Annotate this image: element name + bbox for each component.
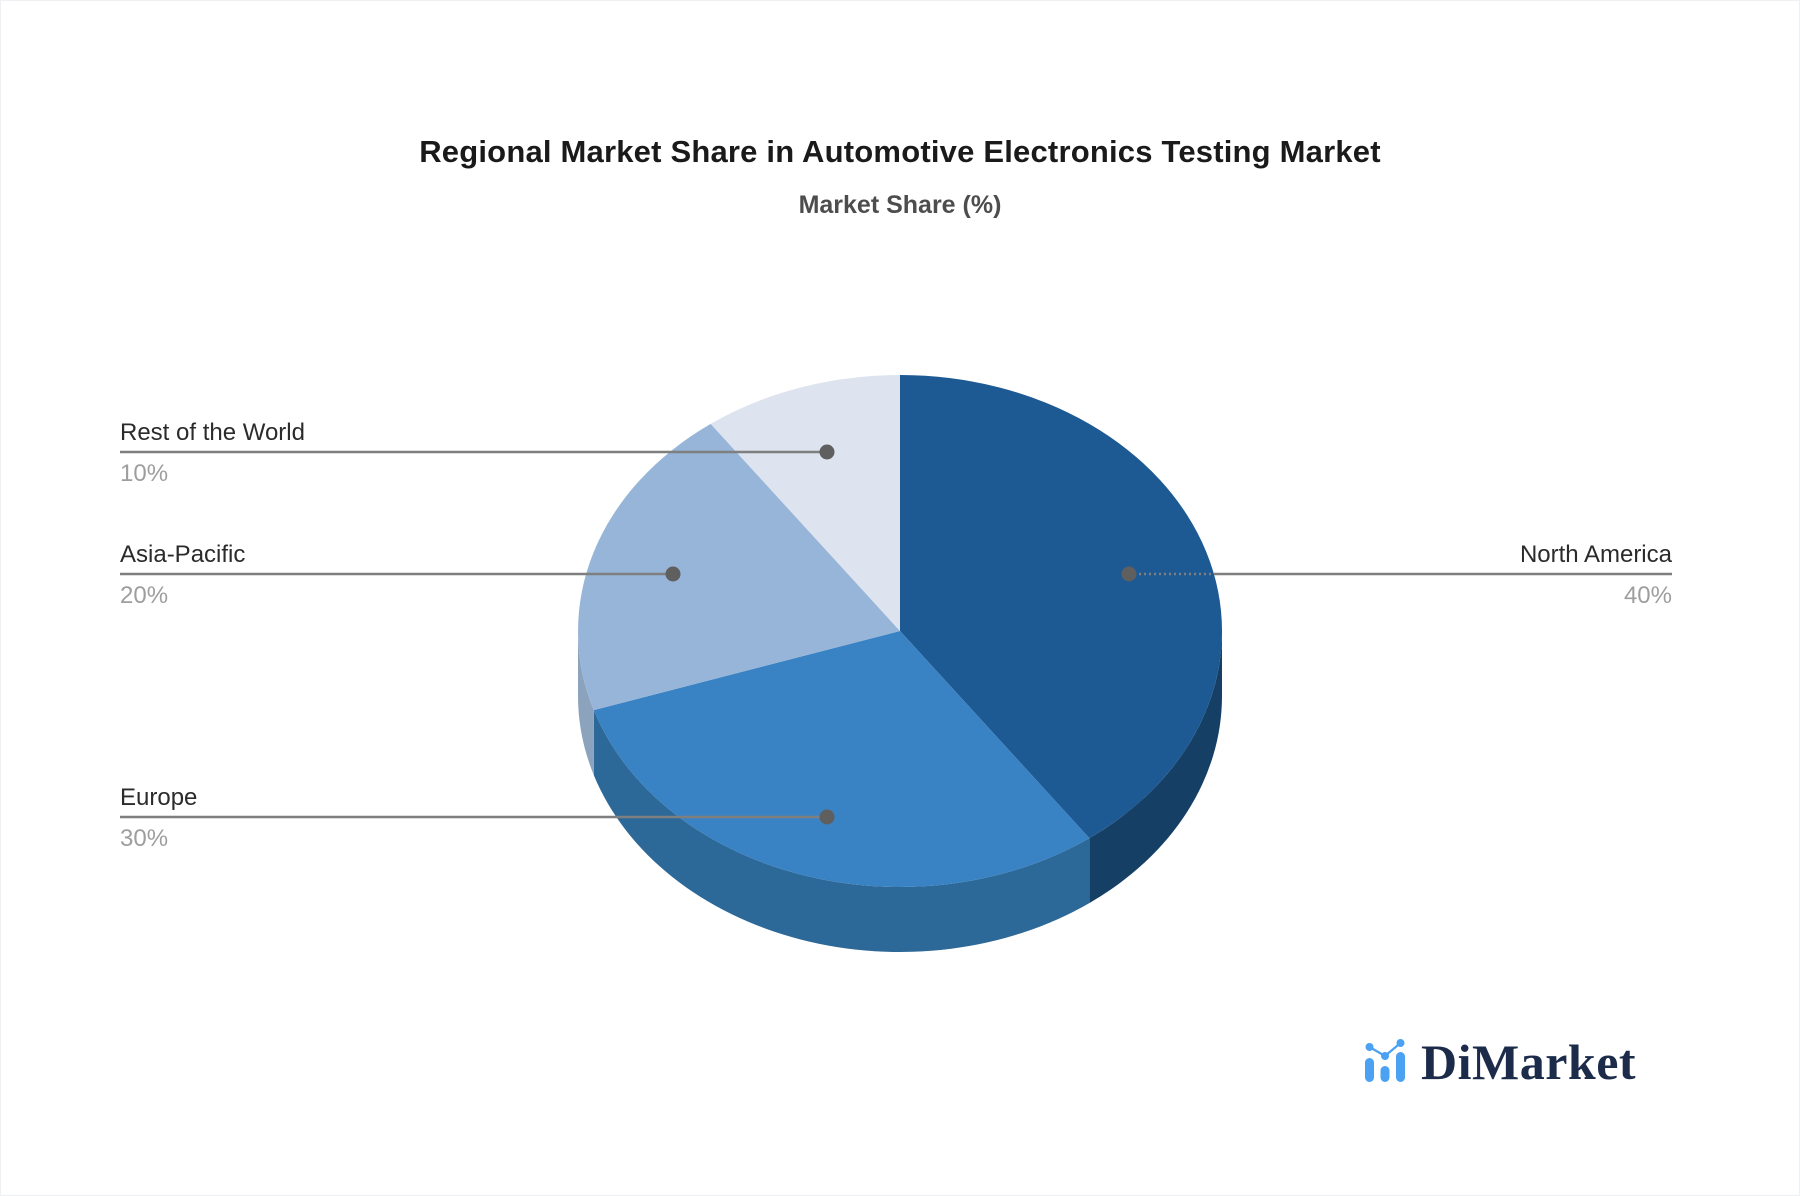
pie-slice-europe [593,631,1090,887]
brand-logo-text: DiMarket [1421,1034,1637,1090]
pie-slice-rest-of-the-world [710,375,900,631]
pie-side-north-america [1089,631,1222,904]
slice-callout-north-america: North America 40% [1520,538,1672,612]
slice-callout-asia-pacific: Asia-Pacific 20% [120,538,245,612]
bar-chart-with-trend-dots-icon [1365,1039,1405,1082]
callout-dot-europe [819,809,835,825]
callout-dot-asia-pacific [665,566,681,582]
callout-dot-north-america [1121,566,1137,582]
slice-label: Asia-Pacific [120,541,246,568]
callout-dot-rest-of-the-world [819,444,835,460]
slice-percent: 10% [120,460,169,487]
slice-percent: 40% [1623,582,1672,609]
slice-callout-europe: Europe 30% [120,781,197,855]
slice-percent: 20% [120,582,169,609]
slice-label: Rest of the World [120,419,305,446]
pie-slice-north-america [900,375,1223,839]
slice-percent: 30% [120,825,169,852]
slice-callout-rest-of-the-world: Rest of the World 10% [120,416,305,490]
pie-side-asia-pacific [578,631,594,776]
chart-title: Regional Market Share in Automotive Elec… [419,134,1381,169]
slice-label: Europe [120,784,198,811]
brand-logo: DiMarket [1362,1034,1636,1090]
chart-subtitle: Market Share (%) [798,191,1002,219]
pie-slice-asia-pacific [578,423,900,711]
pie-side-europe [593,710,1090,952]
slice-label: North America [1519,541,1672,568]
